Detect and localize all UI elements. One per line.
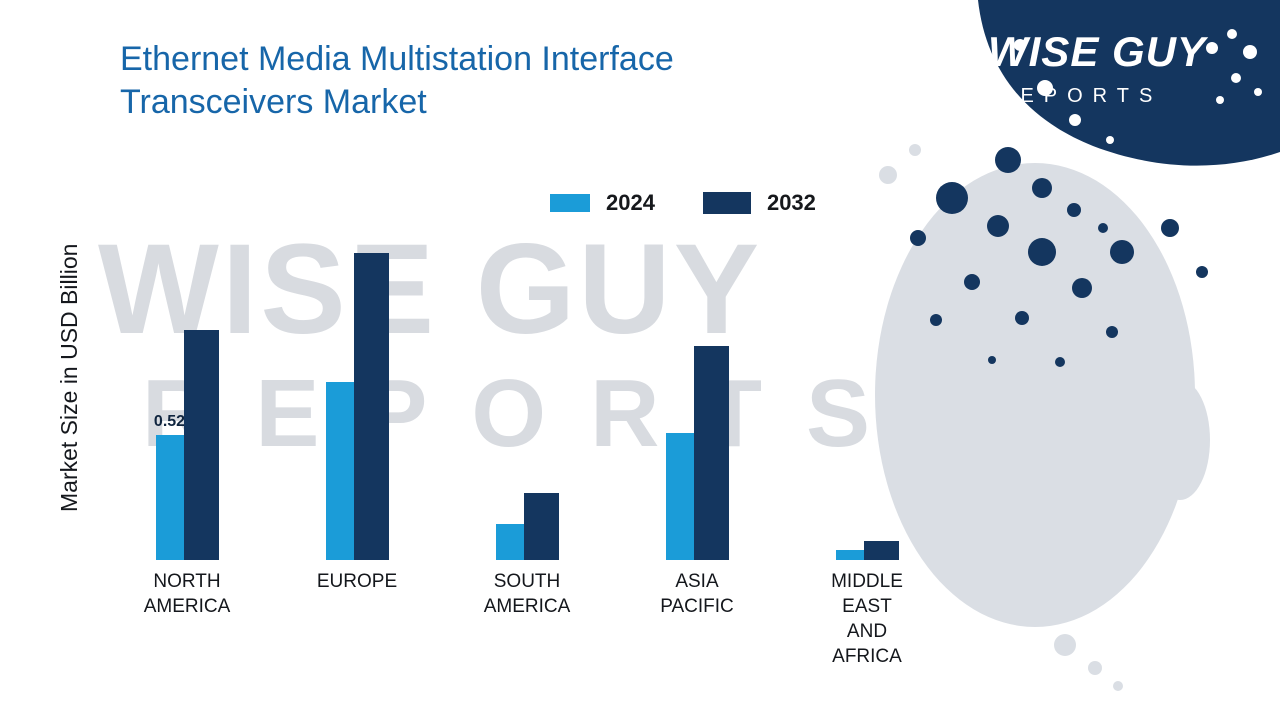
category-label: ASIA PACIFIC xyxy=(660,571,734,618)
legend-item-2024: 2024 xyxy=(550,190,655,216)
legend-label-2024: 2024 xyxy=(606,190,655,215)
bar-group-asia-pacific: ASIA PACIFIC xyxy=(612,224,782,617)
legend-item-2032: 2032 xyxy=(702,190,816,216)
wiseguy-logo-graphic: WISE GUY REPORTS xyxy=(875,0,1280,691)
bar-2024-middle-east-and-africa xyxy=(835,550,864,560)
y-axis-label: Market Size in USD Billion xyxy=(56,243,82,513)
bar-group-north-america: 0.52 NORTH AMERICA xyxy=(102,224,272,617)
bar-group-europe: EUROPE xyxy=(272,224,442,592)
bar-2024-europe xyxy=(325,382,354,560)
category-label: NORTH AMERICA xyxy=(143,571,231,618)
bar-2024-north-america xyxy=(155,435,184,560)
bar-2024-asia-pacific xyxy=(665,433,694,560)
logo-wordmark: WISE GUY xyxy=(988,28,1209,75)
category-label: MIDDLE EAST AND AFRICA xyxy=(831,571,903,668)
bar-2032-south-america xyxy=(523,493,559,560)
bar-group-middle-east-and-africa: MIDDLE EAST AND AFRICA xyxy=(782,224,952,667)
bar-chart: 0.52 NORTH AMERICA EUROPE SOUTH AMERICA ASIA PA… xyxy=(102,224,952,667)
bar-value-label: 0.52 xyxy=(153,413,186,430)
logo-subtext: REPORTS xyxy=(996,85,1162,107)
legend-swatch-2032 xyxy=(702,192,751,214)
legend: 2024 2032 xyxy=(550,190,816,216)
bar-2032-asia-pacific xyxy=(693,346,729,560)
logo-background-shape xyxy=(978,0,1280,166)
bar-2032-middle-east-and-africa xyxy=(863,541,899,560)
bar-2024-south-america xyxy=(495,524,524,560)
bar-group-south-america: SOUTH AMERICA xyxy=(442,224,612,617)
face-silhouette-shape xyxy=(875,163,1195,627)
bar-2032-europe xyxy=(353,253,389,560)
legend-label-2032: 2032 xyxy=(766,190,816,215)
bar-2032-north-america xyxy=(183,330,219,560)
legend-swatch-2024 xyxy=(550,194,590,212)
page-title: Ethernet Media Multistation Interface Tr… xyxy=(120,40,674,121)
category-label: EUROPE xyxy=(316,571,398,592)
watermark-line2: REPORTS xyxy=(142,360,915,467)
category-label: SOUTH AMERICA xyxy=(483,571,571,618)
